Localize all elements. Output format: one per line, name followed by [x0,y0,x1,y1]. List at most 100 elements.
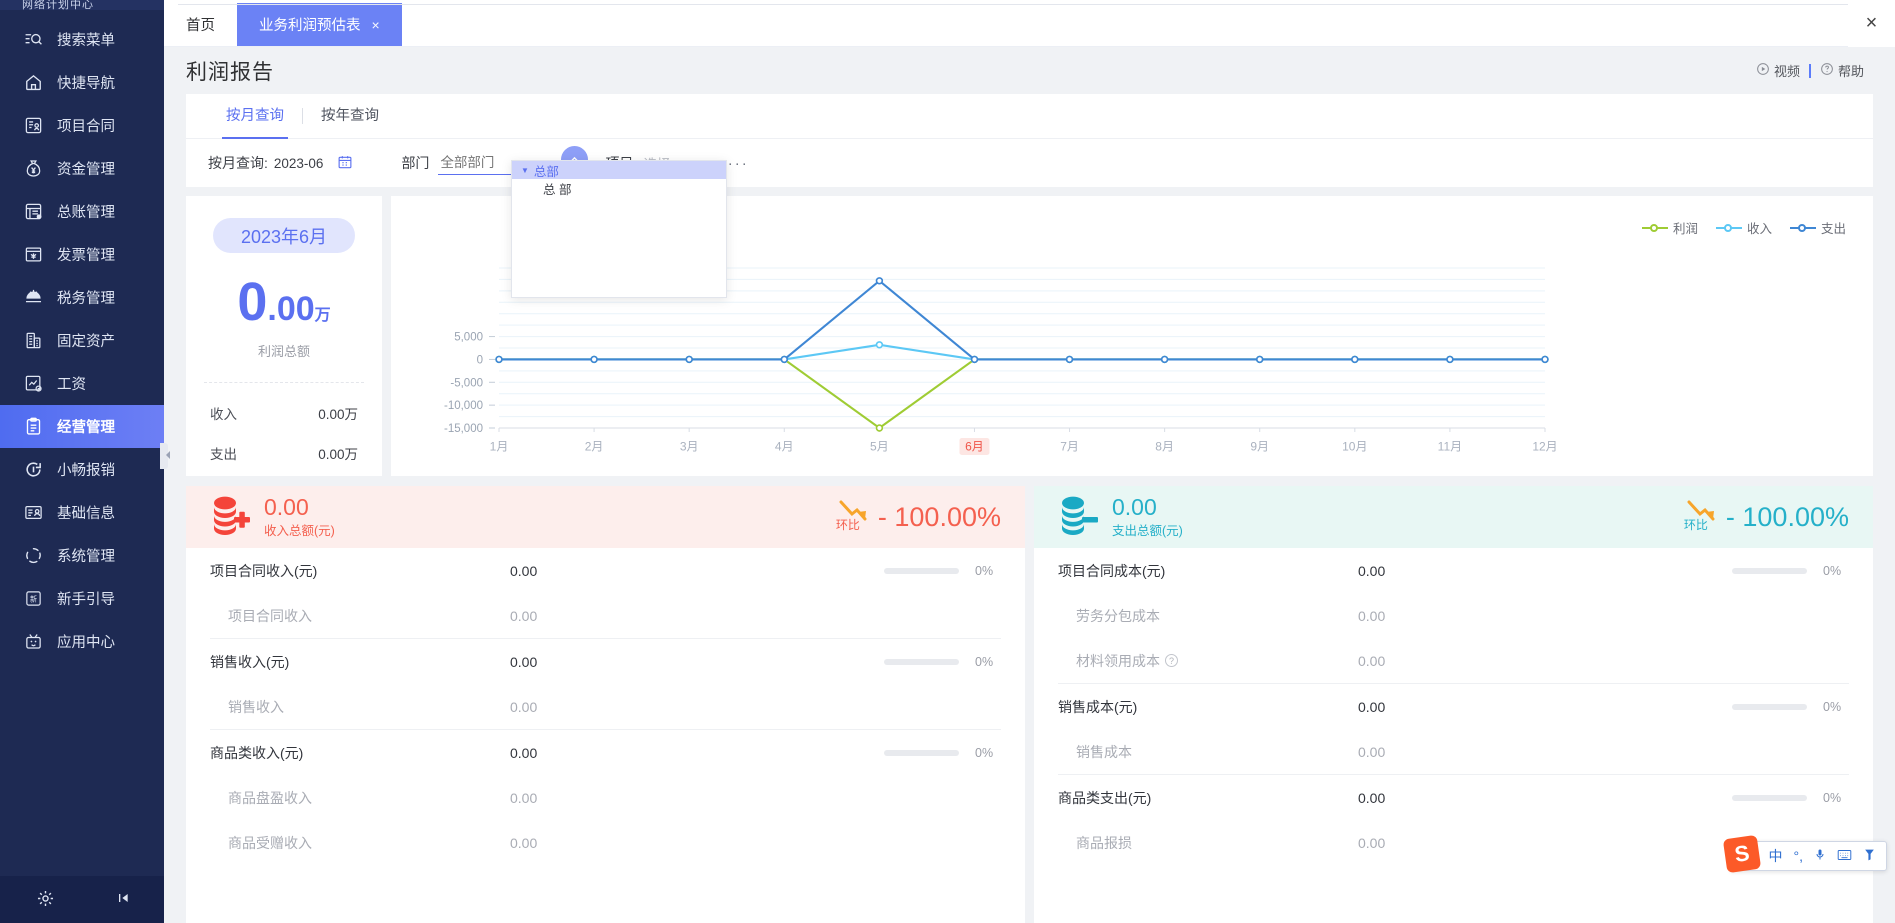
sidebar-resize-handle[interactable] [160,443,170,469]
row-value: 0.00 [510,834,538,851]
sidebar-item-7[interactable]: 固定资产 [0,319,164,362]
tab-1[interactable]: 业务利润预估表 × [237,3,402,46]
svg-text:-10,000: -10,000 [444,400,483,412]
ime-toolbar[interactable]: S 中 °, [1722,834,1887,874]
sidebar-item-11[interactable]: 基础信息 [0,491,164,534]
sidebar-item-label: 工资 [57,377,86,393]
row-name: 劳务分包成本 [1076,607,1160,624]
income-trend: 环比 - 100.00% [836,486,1001,548]
invoice-icon [22,244,44,266]
settings-dashed-icon [22,545,44,567]
sidebar-item-label: 资金管理 [57,162,115,178]
sidebar-item-6[interactable]: 税务管理 [0,276,164,319]
sidebar-item-8[interactable]: 工资 [0,362,164,405]
svg-text:12月: 12月 [1532,440,1557,454]
sub-tab-list: 按月查询 按年查询 [186,94,1873,139]
income-row-3: 销售收入 0.00 [186,684,1025,729]
sidebar-top-strip: 网络计划中心 [0,0,164,10]
ime-lang-icon[interactable]: 中 [1768,848,1783,864]
building-icon [22,330,44,352]
sidebar-item-5[interactable]: 发票管理 [0,233,164,276]
keyboard-icon[interactable] [1837,848,1852,864]
svg-text:11月: 11月 [1438,440,1462,454]
caret-down-icon[interactable]: ▼ [521,165,529,175]
collapse-icon[interactable] [116,890,134,909]
row-name: 商品受赠收入 [228,834,312,851]
sidebar-item-list: 搜索菜单 快捷导航 项目合同资金管理总账管理 发票管理税务管理固定资产工资经营管理小畅… [0,10,164,663]
income-panel-header: 0.00 收入总额(元) [186,486,1025,548]
mic-icon[interactable] [1814,847,1826,865]
sidebar-footer [0,876,164,923]
video-button[interactable]: 视频 [1747,61,1809,80]
more-filters-button[interactable]: ··· [727,154,749,172]
expense-row-3: 销售成本(元) 0.00 0% [1034,684,1873,729]
gear-icon[interactable] [36,889,55,911]
expense-trend-icon-wrap: 环比 [1684,497,1724,537]
tab-bar: 首页 业务利润预估表 × × [164,0,1895,47]
progress-bar [1732,703,1807,710]
svg-text:-15,000: -15,000 [444,423,483,435]
row-name: 商品类收入(元) [210,744,304,761]
row-name: 销售收入 [228,698,284,715]
sidebar-item-3[interactable]: 资金管理 [0,147,164,190]
svg-text:5,000: 5,000 [454,332,483,344]
income-row-1: 项目合同收入 0.00 [186,593,1025,638]
row-name: 项目合同成本(元) [1058,562,1166,579]
tab-0[interactable]: 首页 [164,3,237,46]
row-name: 商品盘盈收入 [228,789,312,806]
svg-text:8月: 8月 [1155,440,1174,454]
sidebar-item-0[interactable]: 搜索菜单 [0,18,164,61]
sidebar-item-label: 小畅报销 [57,463,115,479]
chart-legend-item-2[interactable]: 支出 [1789,218,1846,237]
sidebar-item-10[interactable]: 小畅报销 [0,448,164,491]
ime-punctuation-icon[interactable]: °, [1793,848,1804,864]
month-filter-value[interactable]: 2023-06 [273,155,324,171]
svg-text:7月: 7月 [1060,440,1079,454]
income-row-4: 商品类收入(元) 0.00 0% [186,730,1025,775]
calendar-icon[interactable] [337,154,353,173]
tax-icon [22,287,44,309]
income-total-label: 收入总额(元) [264,524,335,539]
sidebar-item-label: 税务管理 [57,291,115,307]
row-value: 0.00 [510,562,538,579]
row-value: 0.00 [510,607,538,624]
row-name: 商品类支出(元) [1058,789,1152,806]
department-dropdown[interactable]: ▼ 总部 总 部 [511,160,727,298]
profit-amount-decimal: .00 [267,290,315,328]
summary-month-pill: 2023年6月 [213,218,355,253]
toolbox-icon[interactable] [1863,848,1876,865]
chart-legend-item-0[interactable]: 利润 [1641,218,1698,237]
sidebar-item-1[interactable]: 快捷导航 [0,61,164,104]
sidebar-item-14[interactable]: 应用中心 [0,620,164,663]
month-filter: 按月查询: 2023-06 [208,153,353,173]
expense-header-text: 0.00 支出总额(元) [1112,495,1183,539]
sidebar-item-13[interactable]: 新 新手引导 [0,577,164,620]
row-value: 0.00 [1358,698,1386,715]
sidebar-item-12[interactable]: 系统管理 [0,534,164,577]
income-row-list: 项目合同收入(元) 0.00 0% 项目合同收入 0.00 销售收入(元) 0.00 0% 销售… [186,548,1025,865]
sub-tab-1[interactable]: 按年查询 [321,107,379,124]
sidebar-item-4[interactable]: 总账管理 [0,190,164,233]
help-icon[interactable]: ? [1165,654,1178,667]
income-row-separator [210,638,1001,639]
dropdown-child-0[interactable]: 总 部 [543,183,572,197]
window-close-button[interactable]: × [1848,0,1895,47]
row-name: 商品报损 [1076,834,1132,851]
summary-divider [204,382,364,383]
sidebar-item-2[interactable]: 项目合同 [0,104,164,147]
sidebar-item-9[interactable]: 经营管理 [0,405,164,448]
profit-trend-chart: 利润 收入 支出 5,000 0 -5,000 -10,000 -15,000 1月 2月 3… [391,196,1873,476]
legend-marker-icon [1641,223,1668,233]
video-label: 视频 [1773,64,1800,79]
help-button[interactable]: 帮助 [1811,61,1873,80]
sogou-logo-icon[interactable]: S [1722,834,1761,874]
summary-row-list: 收入 0.00万 支出 0.00万 [186,403,382,463]
row-value: 0.00 [510,744,538,761]
row-value: 0.00 [510,653,538,670]
tab-close-icon[interactable]: × [371,16,380,33]
chart-legend-item-1[interactable]: 收入 [1715,218,1772,237]
sub-tab-0[interactable]: 按月查询 [208,94,302,139]
dropdown-parent-node[interactable]: ▼ 总部 [512,161,726,179]
app-center-icon [22,631,44,653]
dropdown-children: 总 部 [512,179,726,198]
